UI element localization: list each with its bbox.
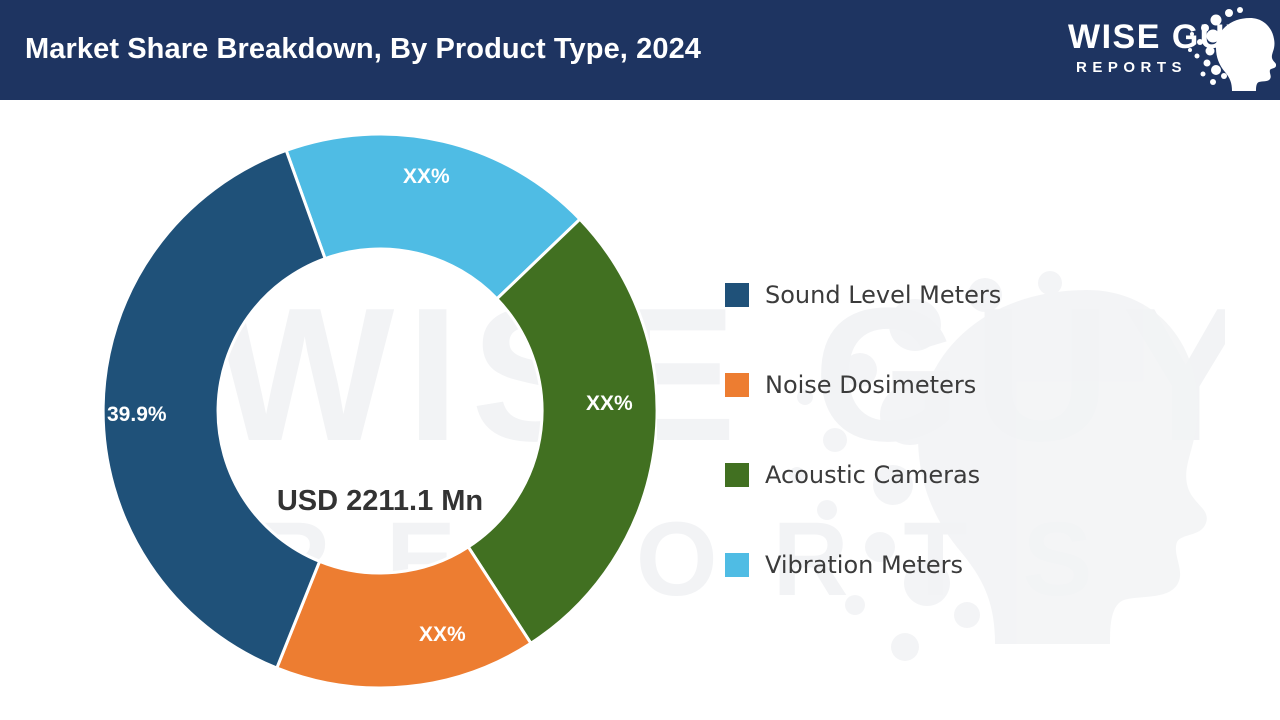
legend-swatch-icon [725,373,749,397]
legend-item-vibration-meters[interactable]: Vibration Meters [725,520,1125,610]
legend-swatch-icon [725,463,749,487]
slice-vibration-meters[interactable] [284,134,583,301]
donut-chart [103,134,657,688]
slice-label-vibration-meters: XX% [403,165,450,188]
legend-item-label: Acoustic Cameras [765,461,981,489]
legend-item-sound-level-meters[interactable]: Sound Level Meters [725,250,1125,340]
legend-item-label: Sound Level Meters [765,281,1002,309]
slice-acoustic-cameras[interactable] [466,217,657,646]
legend-swatch-icon [725,283,749,307]
slice-label-noise-dosimeters: XX% [419,623,466,646]
legend-item-label: Noise Dosimeters [765,371,977,399]
chart-area: WISE GUY REPORTS [0,100,1280,720]
donut-center-value: USD 2211.1 Mn [276,485,484,517]
legend-item-noise-dosimeters[interactable]: Noise Dosimeters [725,340,1125,430]
legend-item-acoustic-cameras[interactable]: Acoustic Cameras [725,430,1125,520]
legend-item-label: Vibration Meters [765,551,963,579]
legend-swatch-icon [725,553,749,577]
svg-text:REPORTS: REPORTS [1076,59,1187,76]
slice-label-acoustic-cameras: XX% [586,392,633,415]
page-title: Market Share Breakdown, By Product Type,… [25,33,702,65]
slice-label-sound-level-meters: 39.9% [107,403,167,426]
slice-sound-level-meters[interactable] [103,148,328,670]
brand-logo: WISE GUY REPORTS [1064,6,1276,94]
header-bar: Market Share Breakdown, By Product Type,… [0,0,1280,100]
chart-legend: Sound Level Meters Noise Dosimeters Acou… [725,250,1125,610]
slice-noise-dosimeters[interactable] [274,544,533,688]
